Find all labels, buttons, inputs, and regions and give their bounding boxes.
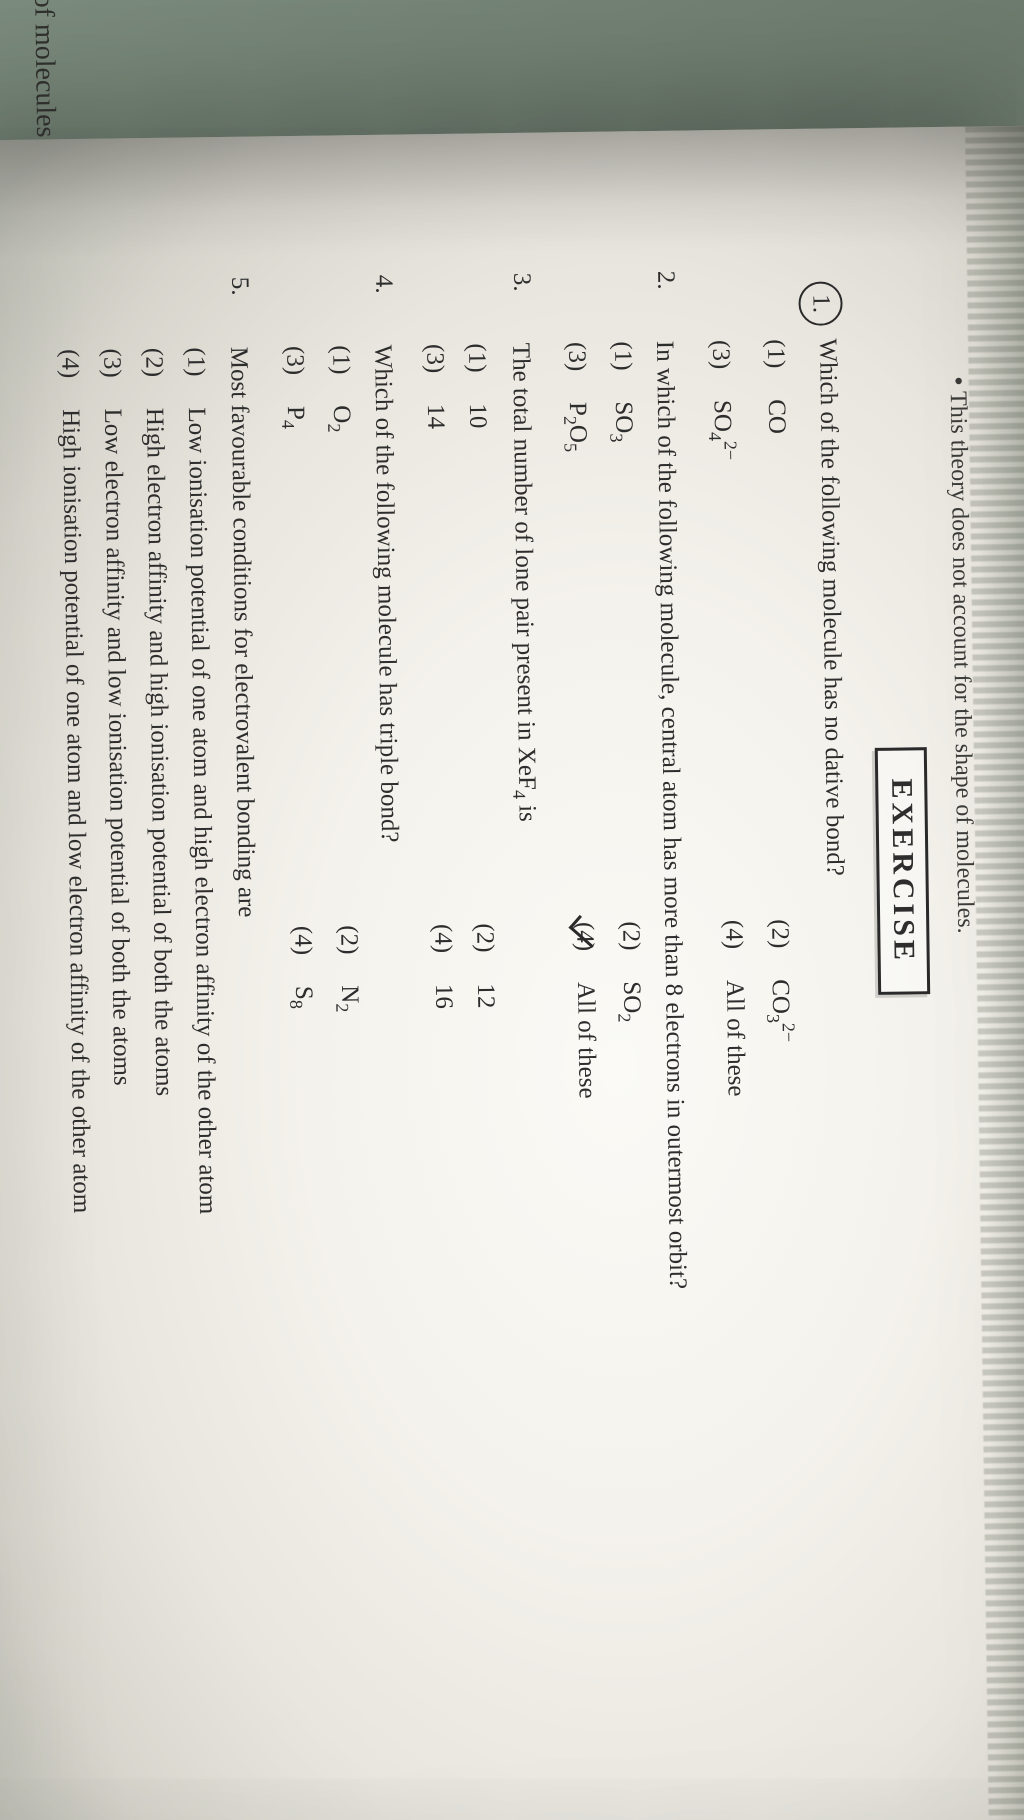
question-text: Which of the following molecule has no d… [809, 338, 865, 1738]
option-marker: (2) [140, 348, 169, 394]
option: (4) All of these [710, 920, 754, 1440]
exercise-heading: EXERCISE [875, 747, 930, 995]
option-marker: (1) [761, 339, 790, 385]
option-marker: (3) [280, 346, 309, 392]
option: (2) CO32− [761, 919, 805, 1439]
question-number-label: 1. [798, 281, 843, 326]
page: of molecules This theory does not accoun… [0, 126, 1024, 1820]
question-3: 3. The total number of lone pair present… [419, 272, 558, 1744]
option: (4) All of these [566, 922, 605, 1442]
option-text: N2 [331, 985, 363, 1013]
option-text: All of these [720, 980, 750, 1097]
question-number: 3. [507, 272, 538, 342]
option-marker: (4) [56, 349, 85, 395]
option-marker: (3) [706, 340, 735, 386]
options: (1) CO (2) CO32− (3) SO42− (4) All of th… [702, 339, 804, 1440]
option-text: SO42− [703, 400, 740, 461]
option-text: Low electron affinity and low ionisation… [98, 408, 135, 1086]
option: (1) SO3 [604, 341, 643, 861]
option-marker: (1) [608, 341, 637, 387]
option-marker: (2) [470, 923, 499, 969]
option-marker: (1) [182, 347, 211, 393]
option-marker: (4) [570, 922, 599, 968]
option-marker: (2) [765, 919, 794, 965]
option-marker: (1) [462, 343, 491, 389]
question-number: 1. [798, 268, 845, 339]
option-marker: (2) [616, 921, 645, 967]
option-text: High electron affinity and high ionisati… [140, 408, 178, 1097]
option-text: O2 [323, 405, 355, 433]
option-marker: (4) [428, 924, 457, 970]
question-text: Most favourable conditions for electrova… [220, 346, 276, 1746]
option: (3) SO42− [702, 340, 746, 860]
option-text: CO [762, 399, 790, 434]
top-bullet-note: This theory does not account for the sha… [944, 376, 990, 1736]
option: (2) High electron affinity and high ioni… [140, 348, 188, 1748]
options: (1) SO3 (2) SO2 (3) P2O5 (4) All of thes… [558, 341, 651, 1442]
option-marker: (3) [562, 342, 591, 388]
option-marker: (4) [719, 920, 748, 966]
option-text: SO2 [613, 981, 646, 1022]
option-text: SO3 [605, 401, 638, 442]
margin-label: of molecules [27, 0, 61, 137]
option: (2) 12 [470, 923, 505, 1443]
question-number: 5. [225, 276, 256, 346]
option-text: 14 [421, 404, 449, 429]
option: (4) High ionisation potential of one ato… [56, 349, 104, 1749]
question-1: 1. Which of the following molecule has n… [701, 268, 864, 1740]
question-text: The total number of lone pair present in… [500, 342, 558, 1742]
option: (1) 10 [462, 343, 497, 863]
option-text: High ionisation potential of one atom an… [56, 409, 95, 1214]
option: (3) Low electron affinity and low ionisa… [98, 348, 146, 1748]
question-number: 4. [369, 274, 400, 344]
option-text: 10 [463, 403, 491, 428]
option-text: 16 [429, 984, 457, 1009]
option-marker: (3) [420, 344, 449, 390]
option-marker: (3) [98, 348, 127, 394]
option-marker: (2) [334, 925, 363, 971]
option-text: All of these [571, 982, 601, 1099]
option: (3) P2O5 [558, 342, 597, 862]
option: (2) N2 [330, 925, 369, 1445]
option-text: CO32− [762, 979, 799, 1042]
option: (1) CO [753, 339, 797, 859]
question-2: 2. In which of the following molecule, c… [557, 270, 702, 1742]
options: (1) O2 (2) N2 (3) P4 (4) S8 [276, 345, 369, 1446]
option-text: S8 [285, 986, 317, 1009]
option: (1) O2 [322, 345, 361, 865]
option-text: P4 [277, 406, 309, 429]
options: (1) Low ionisation potential of one atom… [56, 347, 230, 1749]
option: (2) SO2 [612, 921, 651, 1441]
question-number: 2. [651, 270, 682, 340]
question-5: 5. Most favourable conditions for electr… [55, 276, 276, 1749]
question-text: In which of the following molecule, cent… [646, 340, 702, 1740]
question-text: Which of the following molecule has trip… [364, 344, 420, 1744]
option: (4) S8 [284, 926, 323, 1446]
option-marker: (4) [288, 926, 317, 972]
option-text: 12 [471, 983, 499, 1008]
option: (4) 16 [428, 924, 463, 1444]
question-4: 4. Which of the following molecule has t… [275, 274, 420, 1746]
option: (3) 14 [420, 344, 455, 864]
options: (1) 10 (2) 12 (3) 14 (4) 16 [420, 343, 505, 1444]
option-text: P2O5 [559, 402, 592, 452]
option: (3) P4 [276, 346, 315, 866]
option-marker: (1) [326, 345, 355, 391]
option-text: Low ionisation potential of one atom and… [182, 407, 221, 1214]
